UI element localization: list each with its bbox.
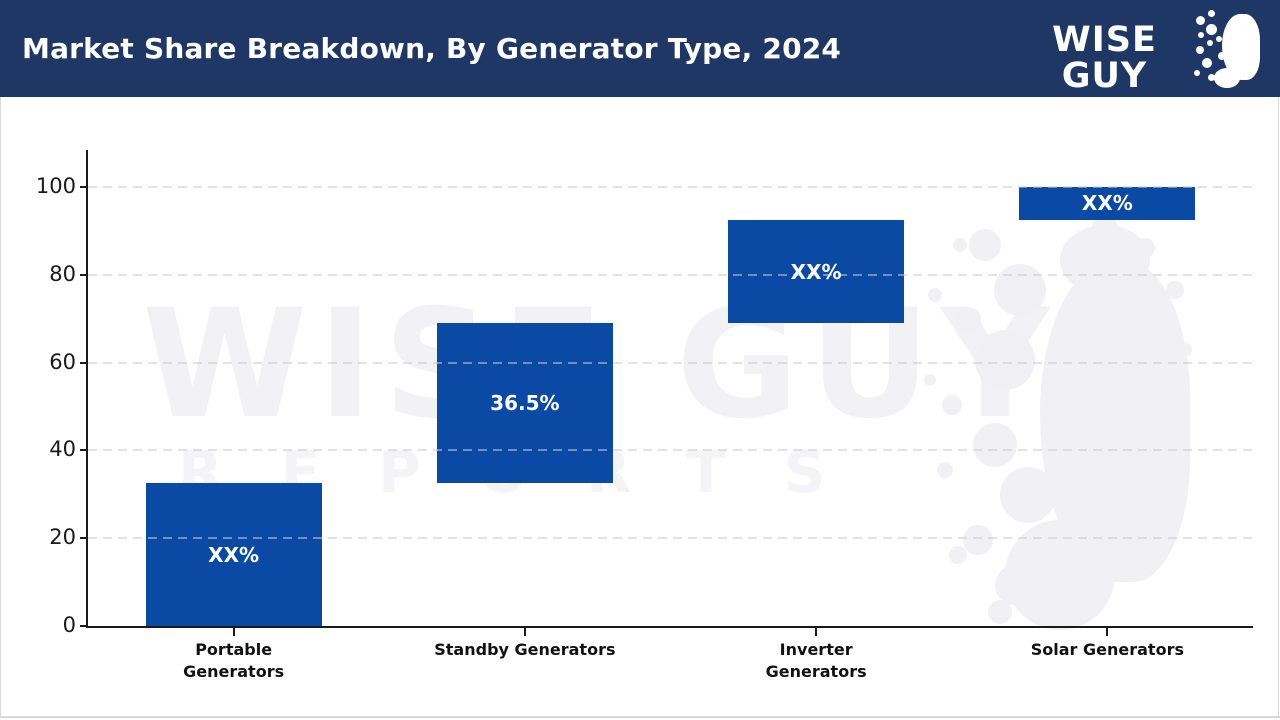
gridline-60 — [88, 361, 1253, 364]
x-axis-line — [86, 626, 1253, 628]
watermark-dot-6 — [973, 423, 1017, 467]
watermark-dot-18 — [924, 374, 936, 386]
logo-head-dot-2 — [1208, 10, 1215, 17]
dotted-head-icon — [1194, 10, 1262, 88]
x-category-label-1: Portable Generators — [183, 640, 285, 681]
waterfall-bar-4 — [1019, 187, 1196, 220]
page-border-bottom — [0, 716, 1280, 718]
y-axis-line — [86, 150, 88, 628]
page-border-left — [0, 97, 1, 717]
gridline-80 — [88, 273, 1253, 276]
bar-value-label-4: XX% — [1081, 191, 1133, 216]
logo-head-dot-10 — [1218, 52, 1226, 60]
watermark-dot-16 — [1178, 343, 1192, 357]
watermark-dot-9 — [995, 565, 1035, 605]
y-tick-label-100: 100 — [35, 174, 76, 198]
page-title: Market Share Breakdown, By Generator Typ… — [22, 32, 842, 65]
x-tick-2 — [523, 628, 526, 636]
logo-head-dot-1 — [1196, 16, 1205, 25]
y-tick-0 — [80, 625, 88, 627]
y-tick-label-20: 20 — [49, 525, 76, 550]
x-tick-1 — [232, 628, 235, 636]
watermark-dot-15 — [1166, 281, 1184, 299]
y-tick-40 — [80, 449, 88, 452]
y-tick-label-60: 60 — [49, 349, 76, 374]
logo-head-dot-11 — [1216, 36, 1222, 42]
watermark-dot-11 — [949, 546, 967, 564]
logo-head-dot-8 — [1194, 70, 1200, 76]
bar-value-label-1: XX% — [208, 542, 260, 567]
bar-value-label-2: 36.5% — [490, 391, 560, 416]
watermark-dot-14 — [1135, 238, 1155, 258]
gridline-20 — [88, 537, 1253, 540]
y-tick-80 — [80, 273, 88, 276]
page-border-right — [1278, 97, 1279, 717]
watermark-dot-3 — [955, 307, 981, 333]
wise-guy-reports-logo: WISE GUY R E P O R T S — [1012, 8, 1262, 126]
watermark-dot-7 — [1000, 467, 1056, 523]
logo-head-dot-4 — [1206, 24, 1217, 35]
logo-head-profile-2 — [1214, 68, 1240, 88]
y-tick-label-40: 40 — [49, 437, 76, 462]
logo-subtitle: R E P O R T S — [1021, 96, 1194, 126]
x-category-label-4: Solar Generators — [1030, 640, 1184, 659]
waterfall-bar-3 — [728, 219, 905, 324]
logo-wordmark: WISE GUY — [1052, 20, 1157, 96]
y-tick-60 — [80, 361, 88, 364]
gridline-100 — [88, 186, 1253, 188]
watermark-dot-1 — [969, 229, 1001, 261]
logo-head-dot-7 — [1202, 58, 1212, 68]
waterfall-bar-2 — [436, 323, 613, 484]
logo-head-dot-6 — [1207, 40, 1213, 46]
logo-head-dot-5 — [1196, 46, 1204, 54]
watermark-dot-12 — [928, 288, 942, 302]
header-bar: Market Share Breakdown, By Generator Typ… — [0, 0, 1280, 126]
watermark-dot-10 — [937, 462, 953, 478]
bar-value-label-3: XX% — [790, 259, 842, 284]
x-tick-3 — [815, 628, 818, 636]
y-tick-label-80: 80 — [49, 261, 76, 286]
watermark-dot-5 — [942, 395, 962, 415]
logo-head-dot-3 — [1198, 32, 1204, 38]
watermark-dot-2 — [994, 264, 1046, 316]
y-tick-label-0: 0 — [62, 613, 76, 637]
gridline-40 — [88, 449, 1253, 452]
watermark-dot-4 — [975, 330, 1035, 390]
x-category-label-2: Standby Generators — [434, 640, 616, 659]
watermark-dot-8 — [963, 525, 993, 555]
y-tick-20 — [80, 537, 88, 540]
logo-head-dot-9 — [1208, 74, 1215, 81]
logo-text: WISE GUY R E P O R T S — [1012, 22, 1197, 126]
x-category-label-3: Inverter Generators — [765, 640, 867, 681]
watermark-dot-20 — [1044, 584, 1076, 616]
x-tick-4 — [1106, 628, 1109, 636]
watermark-dot-17 — [953, 238, 967, 252]
watermark-dot-19 — [988, 600, 1012, 624]
waterfall-bar-1 — [145, 483, 322, 626]
y-tick-100 — [80, 186, 88, 188]
